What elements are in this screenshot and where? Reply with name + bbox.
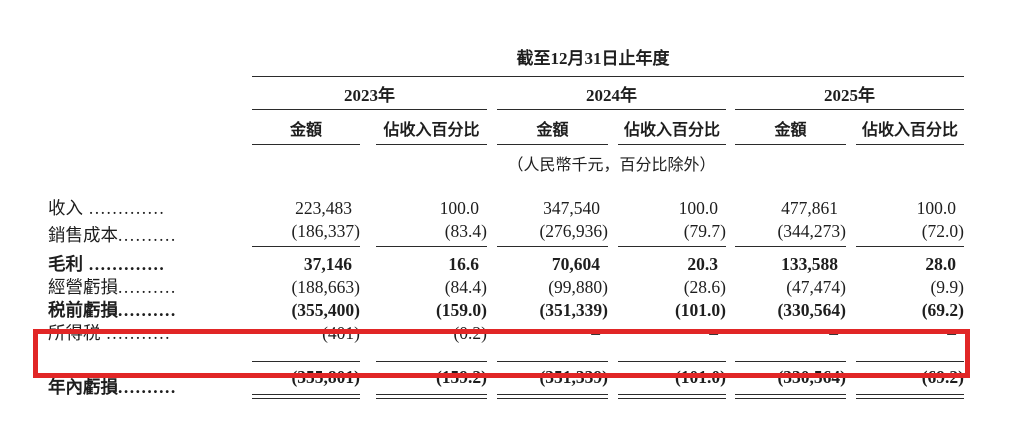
year-header-2023: 2023年 xyxy=(252,77,487,110)
double-underline xyxy=(252,394,360,399)
value-cell: (159.2) xyxy=(376,361,487,399)
table-header-columns: 金額 佔收入百分比 金額 佔收入百分比 金額 佔收入百分比 xyxy=(48,110,964,145)
value-cell: (355,400) xyxy=(291,300,360,320)
table-row-loss-before-tax: 税前虧損.......... (355,400) (159.0) (351,33… xyxy=(48,299,964,322)
table-row-income-tax: 所得税 ........... (401) (0.2) – – – – xyxy=(48,322,964,345)
year-header-2024: 2024年 xyxy=(497,77,726,110)
value-cell: – xyxy=(591,323,600,343)
value-cell: (159.0) xyxy=(435,300,487,320)
double-underline xyxy=(497,394,608,399)
table-row-loss-for-the-year: 年內虧損.......... (355,801) (159.2) (351,33… xyxy=(48,361,964,399)
row-label: 收入 ............. xyxy=(48,198,166,218)
value-cell: (351,339) xyxy=(497,361,608,399)
double-underline xyxy=(618,394,726,399)
table-header-period: 截至12月31日止年度 xyxy=(48,38,964,77)
table-row-operating-loss: 經營虧損.......... (188,663) (84.4) (99,880)… xyxy=(48,276,964,299)
row-label: 經營虧損.......... xyxy=(48,277,177,297)
value-cell: – xyxy=(947,323,956,343)
col-header-percent-2025: 佔收入百分比 xyxy=(856,110,964,145)
col-header-percent-2023: 佔收入百分比 xyxy=(376,110,487,145)
value-cell: (47,474) xyxy=(786,277,846,297)
value-cell: (28.6) xyxy=(683,277,726,297)
value-cell: (355,801) xyxy=(252,361,360,399)
row-label: 銷售成本.......... xyxy=(48,225,177,245)
value-cell: 100.0 xyxy=(916,198,956,218)
value-cell: (69.2) xyxy=(921,300,964,320)
value-cell: (79.7) xyxy=(618,220,726,247)
spacer xyxy=(48,175,964,197)
value-cell: (69.2) xyxy=(856,361,964,399)
value-cell: (344,273) xyxy=(735,220,846,247)
value-cell: 100.0 xyxy=(678,198,718,218)
value-cell: (84.4) xyxy=(444,277,487,297)
value-cell: (9.9) xyxy=(930,277,964,297)
value-cell: (276,936) xyxy=(497,220,608,247)
row-label: 所得税 ........... xyxy=(48,323,171,343)
value-cell: 223,483 xyxy=(295,198,352,218)
col-header-amount-2023: 金額 xyxy=(252,110,360,145)
table-header-years: 2023年 2024年 2025年 xyxy=(48,77,964,110)
value-cell: (0.2) xyxy=(453,323,487,343)
value-cell: (351,339) xyxy=(539,300,608,320)
row-label: 年內虧損.......... xyxy=(48,377,177,397)
year-header-2025: 2025年 xyxy=(735,77,964,110)
value-cell: (101.0) xyxy=(618,361,726,399)
value-cell: (188,663) xyxy=(291,277,360,297)
value-cell: (401) xyxy=(322,323,360,343)
value-cell: 347,540 xyxy=(543,198,600,218)
double-underline xyxy=(856,394,964,399)
table-unit-note-row: （人民幣千元，百分比除外） xyxy=(48,145,964,175)
table-row-gross-profit: 毛利 ............. 37,146 16.6 70,604 20.3… xyxy=(48,253,964,276)
value-cell: 100.0 xyxy=(439,198,479,218)
value-cell: – xyxy=(829,323,838,343)
value-cell: (186,337) xyxy=(252,220,360,247)
value-cell: 477,861 xyxy=(781,198,838,218)
col-header-amount-2024: 金額 xyxy=(497,110,608,145)
row-label: 毛利 ............. xyxy=(48,254,166,274)
value-cell: 133,588 xyxy=(781,254,838,274)
value-cell: 28.0 xyxy=(925,254,956,274)
value-cell: (99,880) xyxy=(548,277,608,297)
value-cell: – xyxy=(709,323,718,343)
col-header-amount-2025: 金額 xyxy=(735,110,846,145)
value-cell: 16.6 xyxy=(448,254,479,274)
col-header-percent-2024: 佔收入百分比 xyxy=(618,110,726,145)
value-cell: (72.0) xyxy=(856,220,964,247)
row-label: 税前虧損.......... xyxy=(48,300,177,320)
value-cell: 37,146 xyxy=(303,254,352,274)
income-statement-table: 截至12月31日止年度 2023年 2024年 2025年 金額 佔收入百分比 … xyxy=(48,38,964,399)
value-cell: (330,564) xyxy=(735,361,846,399)
unit-note: （人民幣千元，百分比除外） xyxy=(507,157,716,174)
value-cell: 20.3 xyxy=(687,254,718,274)
table-row-revenue: 收入 ............. 223,483 100.0 347,540 1… xyxy=(48,197,964,220)
table-row-cost-of-sales: 銷售成本.......... (186,337) (83.4) (276,936… xyxy=(48,220,964,247)
double-underline xyxy=(376,394,487,399)
period-header: 截至12月31日止年度 xyxy=(252,38,964,77)
value-cell: (330,564) xyxy=(777,300,846,320)
double-underline xyxy=(735,394,846,399)
value-cell: (83.4) xyxy=(376,220,487,247)
value-cell: (101.0) xyxy=(674,300,726,320)
value-cell: 70,604 xyxy=(551,254,600,274)
